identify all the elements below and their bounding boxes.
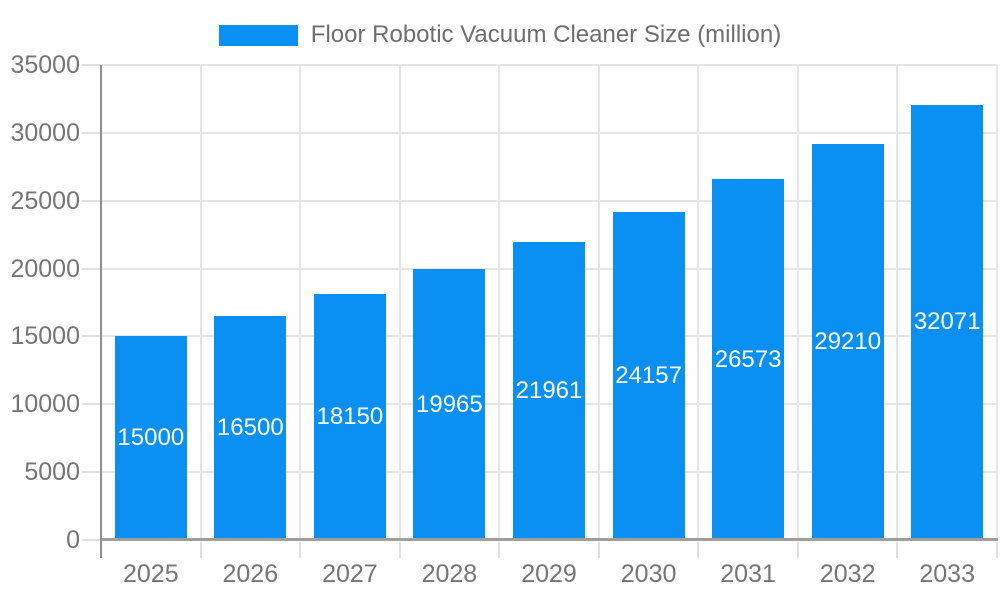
x-axis-label: 2027 (322, 560, 378, 588)
y-axis-tick (82, 64, 101, 66)
bar-value-label: 32071 (913, 308, 981, 336)
y-axis-label: 15000 (10, 322, 80, 351)
y-axis-label: 20000 (10, 254, 80, 283)
x-axis-label: 2031 (720, 560, 776, 588)
y-axis-tick (82, 335, 101, 338)
bar[interactable] (612, 212, 685, 539)
x-axis-line (101, 538, 998, 541)
x-gridline (299, 65, 302, 540)
legend-swatch-icon (218, 24, 298, 46)
legend-label: Floor Robotic Vacuum Cleaner Size (milli… (310, 21, 782, 48)
y-axis-tick (82, 199, 101, 202)
x-axis-label: 2032 (819, 560, 876, 588)
x-axis-tick (796, 542, 799, 558)
bar[interactable] (513, 242, 585, 539)
x-gridline (199, 65, 202, 540)
legend-item[interactable]: Floor Robotic Vacuum Cleaner Size (milli… (0, 21, 1000, 49)
x-gridline (597, 65, 600, 540)
x-axis-label: 2030 (620, 560, 677, 588)
y-gridline (101, 199, 997, 202)
bar-value-label: 21961 (515, 377, 583, 404)
bar[interactable] (214, 316, 287, 539)
x-axis-tick (199, 542, 202, 558)
bar-value-label: 15000 (117, 424, 185, 452)
y-axis-label: 5000 (24, 458, 80, 487)
y-axis-line (100, 65, 102, 558)
bar-value-label: 16500 (216, 414, 284, 441)
x-gridline (697, 65, 700, 540)
x-axis-tick (896, 542, 899, 558)
x-axis-label: 2033 (919, 560, 975, 588)
x-axis-label: 2029 (521, 560, 577, 588)
bar-value-label: 26573 (714, 345, 782, 373)
bar-value-label: 29210 (814, 327, 882, 355)
y-axis-label: 30000 (10, 118, 80, 147)
bar[interactable] (911, 104, 984, 539)
x-axis-label: 2025 (122, 560, 179, 588)
bar-value-label: 18150 (316, 402, 384, 430)
x-gridline (996, 65, 998, 540)
bar[interactable] (811, 143, 884, 539)
x-axis-tick (597, 542, 600, 558)
y-gridline (101, 64, 997, 66)
x-axis-tick (398, 542, 401, 558)
y-axis-tick (82, 131, 101, 134)
bar[interactable] (712, 179, 785, 539)
bar-value-label: 19965 (416, 390, 483, 418)
y-axis-label: 25000 (10, 186, 80, 215)
y-gridline (101, 131, 997, 134)
y-axis-label: 35000 (10, 51, 80, 79)
x-gridline (896, 65, 899, 540)
x-gridline (498, 65, 501, 540)
y-axis-label: 10000 (10, 390, 80, 419)
y-axis-label: 0 (66, 526, 80, 554)
x-gridline (398, 65, 401, 540)
y-axis-tick (82, 539, 101, 541)
x-axis-label: 2028 (421, 560, 478, 588)
bar[interactable] (313, 293, 386, 539)
x-gridline (796, 65, 799, 540)
y-axis-tick (82, 267, 101, 270)
y-axis-tick (82, 471, 101, 474)
x-axis-tick (996, 542, 998, 558)
x-axis-tick (498, 542, 501, 558)
bar-value-label: 24157 (615, 362, 682, 390)
bar[interactable] (413, 269, 486, 539)
bar[interactable] (114, 336, 187, 539)
x-axis-tick (697, 542, 700, 558)
x-axis-tick (299, 542, 302, 558)
y-axis-tick (82, 403, 101, 406)
x-axis-label: 2026 (222, 560, 279, 588)
